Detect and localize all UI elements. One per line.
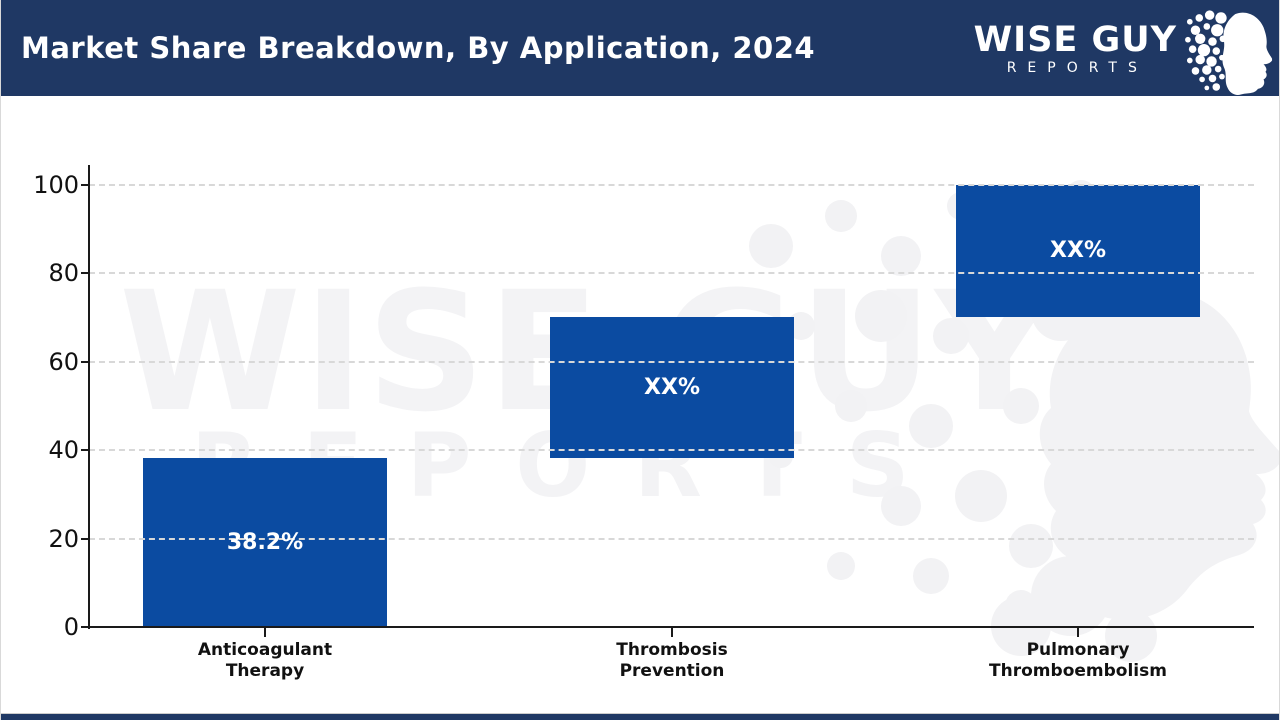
x-axis-tick	[1077, 628, 1079, 637]
y-axis-tick-label: 100	[33, 170, 79, 199]
gridline	[89, 537, 1254, 540]
x-axis-tick	[671, 628, 673, 637]
header-bar: Market Share Breakdown, By Application, …	[1, 0, 1279, 96]
category-label: Thrombosis Prevention	[522, 640, 822, 682]
y-axis-tick-label: 60	[48, 347, 79, 376]
y-axis-tick	[81, 537, 89, 540]
bar-value-label: 38.2%	[226, 529, 304, 555]
brand-name: WISE GUY	[973, 20, 1177, 60]
gridline	[89, 183, 1254, 186]
bar-value-label: XX%	[1050, 237, 1106, 263]
y-axis-tick	[81, 626, 89, 628]
category-label-line: Pulmonary	[1026, 640, 1130, 660]
gridline	[89, 272, 1254, 275]
page-title: Market Share Breakdown, By Application, …	[21, 31, 816, 65]
x-axis-line	[88, 626, 1254, 628]
y-axis-tick	[81, 183, 89, 186]
y-axis-tick	[81, 272, 89, 275]
category-label-line: Prevention	[619, 661, 725, 681]
gridline	[89, 449, 1254, 452]
category-label-line: Thrombosis	[616, 640, 728, 660]
category-label: Anticoagulant Therapy	[115, 640, 415, 682]
brand-logo: WISE GUY REPORTS	[974, 4, 1273, 96]
y-axis-tick-label: 40	[48, 436, 79, 465]
gridline	[89, 360, 1254, 363]
y-axis-tick	[81, 360, 89, 363]
footer-bar	[1, 714, 1279, 720]
chart-area: WISE GUY REPORTS 0 20 40 60 80 100 38.	[1, 96, 1279, 714]
y-axis-tick-label: 0	[63, 613, 79, 641]
y-axis-tick-label: 80	[48, 259, 79, 288]
category-label: Pulmonary Thromboembolism	[928, 640, 1228, 682]
category-label-line: Therapy	[225, 661, 305, 681]
brand-face-icon	[1185, 10, 1273, 96]
y-axis-tick-label: 20	[48, 524, 79, 553]
y-axis-tick	[81, 449, 89, 452]
y-axis-line	[88, 165, 90, 629]
brand-subtitle: REPORTS	[1006, 60, 1148, 76]
x-axis-tick	[264, 628, 266, 637]
footer-divider	[1, 713, 1279, 714]
bar-value-label: XX%	[644, 374, 700, 400]
category-label-line: Anticoagulant	[197, 640, 333, 660]
bar	[550, 317, 794, 458]
bar	[143, 458, 387, 627]
category-label-line: Thromboembolism	[989, 661, 1167, 681]
